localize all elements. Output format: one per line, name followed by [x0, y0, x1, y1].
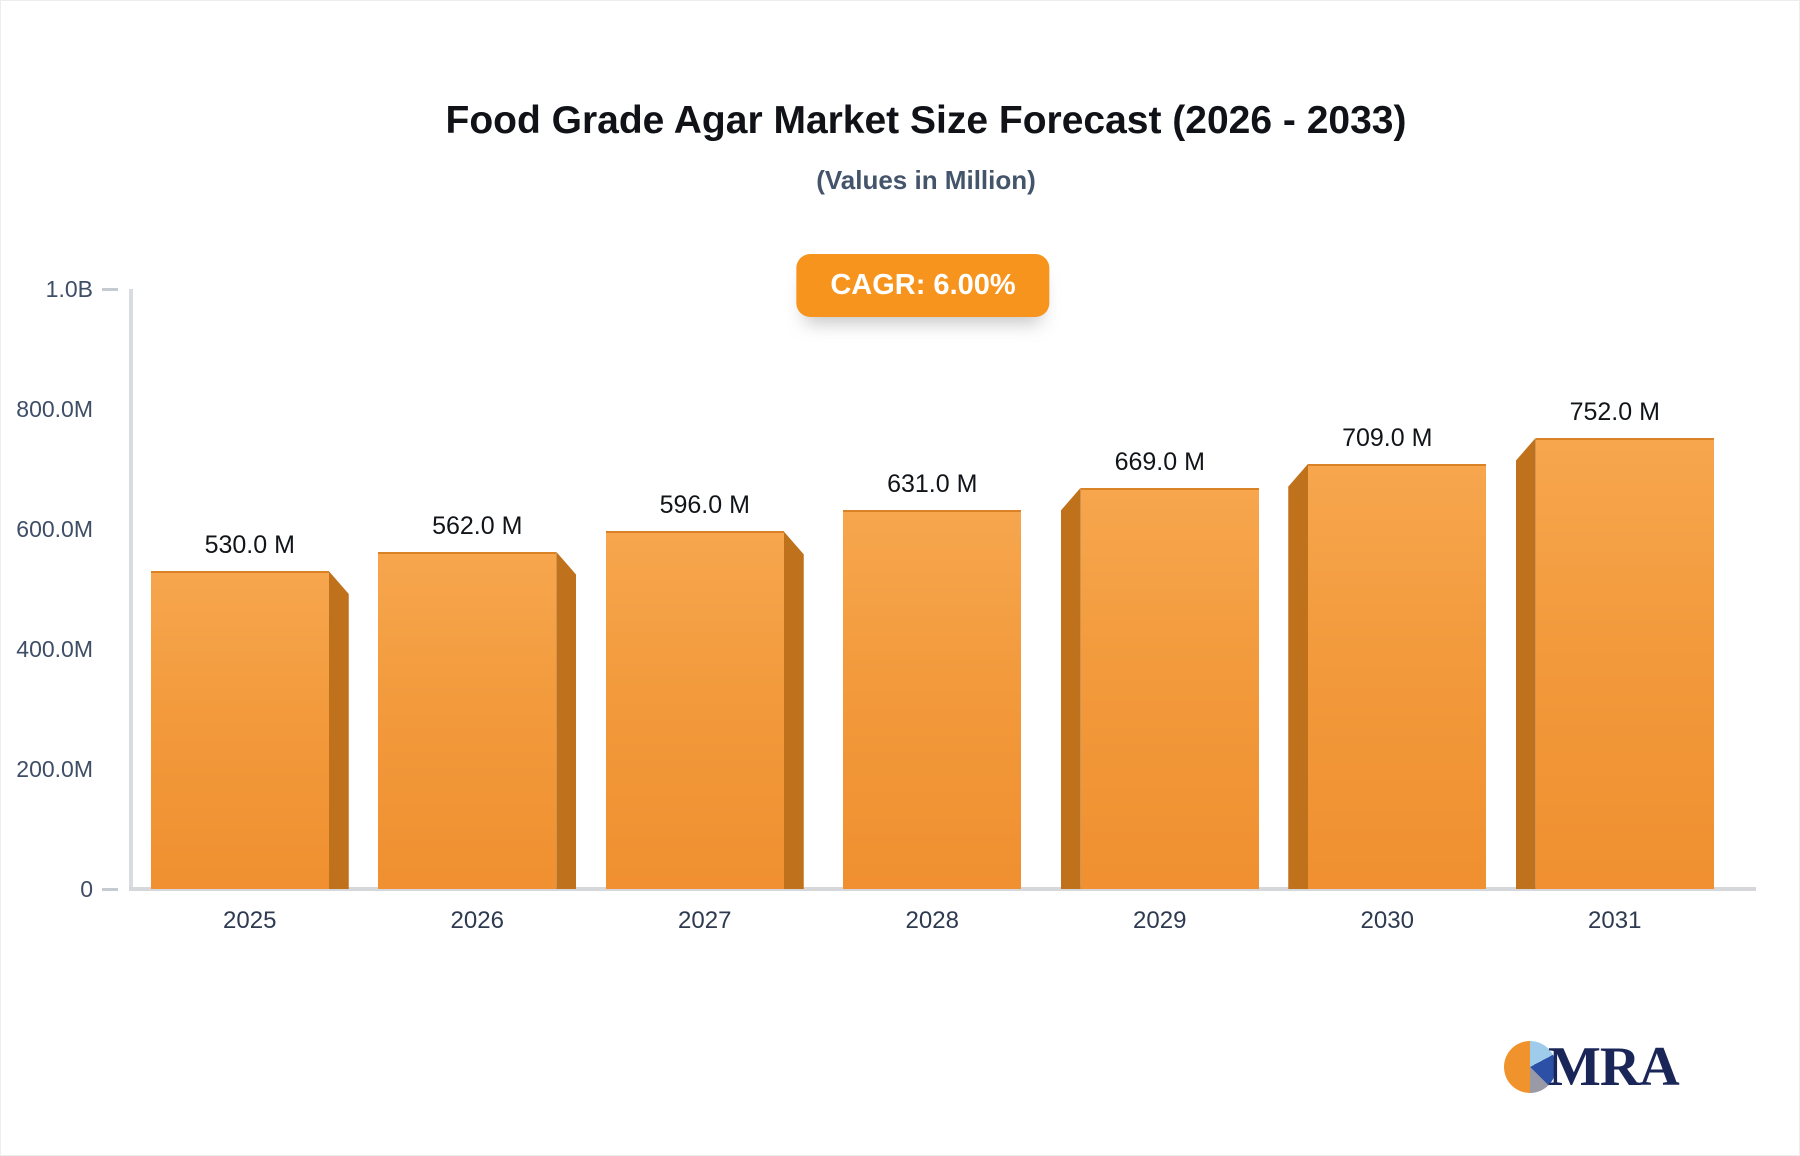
bar-2026 [378, 551, 577, 889]
bar-value-label: 562.0 M [432, 511, 523, 540]
y-tick-mark [102, 288, 118, 291]
plot-area: 0 200.0M 400.0M 600.0M 800.0M 1.0B 530.0 M 562… [16, 276, 1756, 934]
bar-2030 [1288, 463, 1487, 889]
bar-face [378, 551, 557, 889]
cagr-badge: CAGR: 6.00% [796, 254, 1050, 317]
y-tick-label: 600.0M [16, 516, 93, 542]
bar-side-3d [1288, 463, 1309, 889]
bar-value-label: 596.0 M [659, 491, 750, 520]
bar-value-label: 752.0 M [1569, 397, 1660, 426]
y-tick-label: 200.0M [16, 756, 93, 782]
y-tick-label: 1.0B [45, 276, 93, 302]
bar-face [1535, 437, 1714, 889]
y-tick-label: 0 [80, 876, 93, 902]
bar-2028 [843, 510, 1022, 889]
bar-face [150, 571, 329, 889]
x-axis-line [129, 887, 1756, 891]
bar-value-label: 669.0 M [1114, 447, 1205, 476]
bar-side-3d [1515, 437, 1536, 889]
bar-2029 [1060, 487, 1259, 889]
x-axis-label-2025: 2025 [223, 907, 277, 934]
bar-face [843, 510, 1022, 889]
mra-logo: MRA [1504, 1036, 1680, 1098]
x-axis-label-2029: 2029 [1133, 907, 1187, 934]
chart-title: Food Grade Agar Market Size Forecast (20… [445, 99, 1407, 142]
y-tick-mark [102, 888, 118, 891]
bar-side-3d [556, 551, 577, 889]
y-tick-label: 800.0M [16, 396, 93, 422]
bar-side-3d [328, 571, 349, 889]
bar-value-label: 709.0 M [1342, 423, 1433, 452]
mra-logo-pie-icon [1504, 1041, 1556, 1093]
x-axis-label-2026: 2026 [450, 907, 504, 934]
x-axis-label-2027: 2027 [678, 907, 732, 934]
y-tick-label: 400.0M [16, 636, 93, 662]
bar-value-label: 530.0 M [204, 531, 295, 559]
bar-face [1080, 487, 1259, 889]
bar-side-3d [1060, 487, 1081, 889]
bar-value-label: 631.0 M [887, 470, 978, 499]
mra-logo-text: MRA [1548, 1036, 1680, 1098]
x-axis-label-2028: 2028 [905, 907, 959, 934]
bar-face [1308, 463, 1487, 889]
bar-side-3d [783, 531, 804, 889]
bar-2031 [1515, 437, 1714, 889]
y-axis-line [129, 289, 133, 891]
bar-2027 [605, 531, 804, 889]
x-axis-label-2031: 2031 [1588, 907, 1642, 934]
bar-2025 [150, 571, 349, 889]
chart-subtitle: (Values in Million) [816, 165, 1036, 195]
bar-face [605, 531, 784, 889]
x-axis-label-2030: 2030 [1360, 907, 1414, 934]
